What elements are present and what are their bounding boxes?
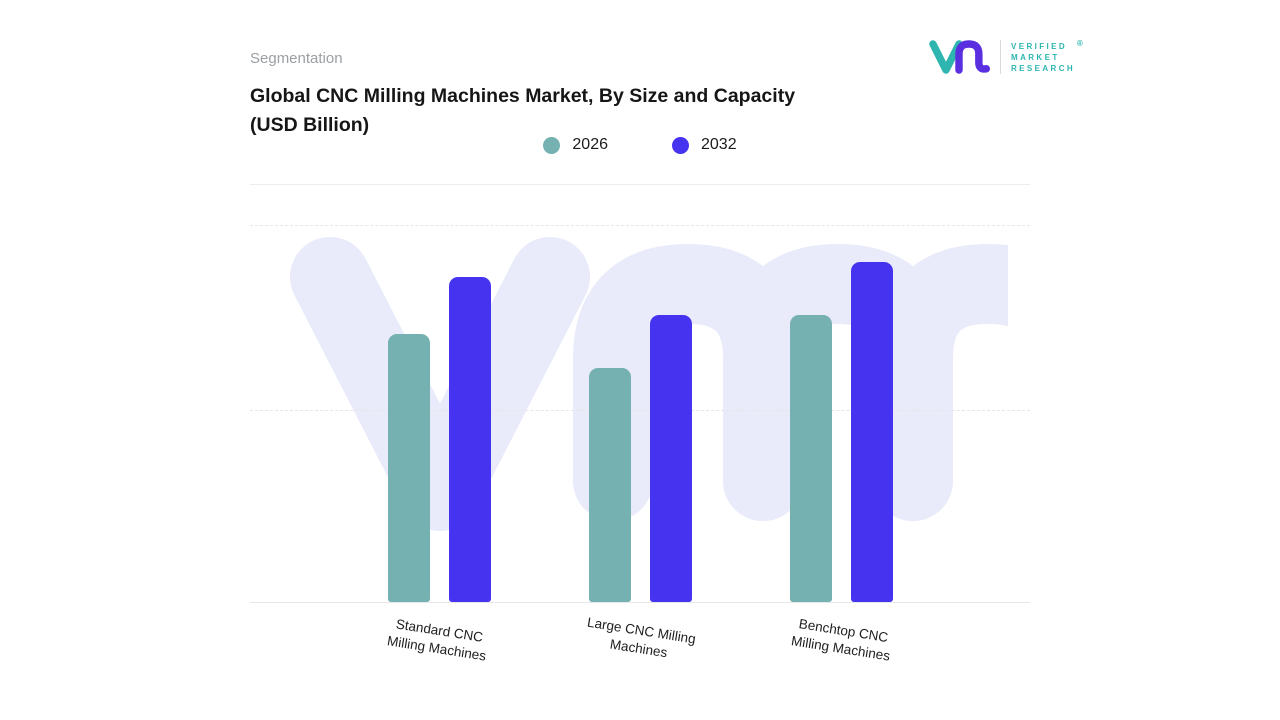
vmr-logo: VERIFIED MARKET RESEARCH ® <box>928 36 1083 78</box>
logo-word-research: RESEARCH <box>1011 63 1076 73</box>
chart-title-line1: Global CNC Milling Machines Market, By S… <box>250 85 796 107</box>
bar-group <box>387 225 491 602</box>
gridline-top <box>250 225 1030 226</box>
logo-word-verified: VERIFIED <box>1011 41 1068 51</box>
bar-2032 <box>448 277 491 602</box>
legend-dot-2026 <box>543 136 561 154</box>
header-divider <box>250 184 1030 185</box>
bar-group <box>588 225 692 602</box>
bar-2032 <box>649 315 692 602</box>
chart-title: Global CNC Milling Machines Market, By S… <box>250 82 890 140</box>
logo-word-market: MARKET <box>1011 52 1060 62</box>
bar-2026 <box>387 334 430 602</box>
bar-groups <box>250 225 1030 602</box>
gridline-middle <box>250 409 1030 411</box>
logo-wordmark: VERIFIED MARKET RESEARCH ® <box>1011 39 1083 74</box>
bar-group <box>789 225 893 602</box>
category-label: Benchtop CNC Milling Machines <box>790 616 892 664</box>
legend-dot-2032 <box>672 136 689 154</box>
category-labels: Standard CNC Milling Machines Large CNC Mi… <box>250 615 1030 702</box>
category-label: Large CNC Milling Machines <box>586 614 697 661</box>
category-label: Standard CNC Milling Machines <box>386 616 488 664</box>
bar-2032 <box>850 262 893 602</box>
legend-label-2032: 2032 <box>701 136 737 153</box>
logo-divider <box>1000 40 1001 74</box>
chart-legend: 2026 2032 <box>250 136 1030 154</box>
vmr-logo-icon <box>929 40 990 74</box>
registered-trademark: ® <box>1076 38 1086 48</box>
plot-area <box>250 225 1030 603</box>
bar-2026 <box>789 315 832 602</box>
legend-item-2032: 2032 <box>672 136 737 154</box>
segmentation-label: Segmentation <box>250 50 343 67</box>
legend-item-2026: 2026 <box>543 136 608 154</box>
chart-title-line2: (USD Billion) <box>250 114 370 136</box>
bar-2026 <box>588 368 631 602</box>
legend-label-2026: 2026 <box>572 136 608 153</box>
